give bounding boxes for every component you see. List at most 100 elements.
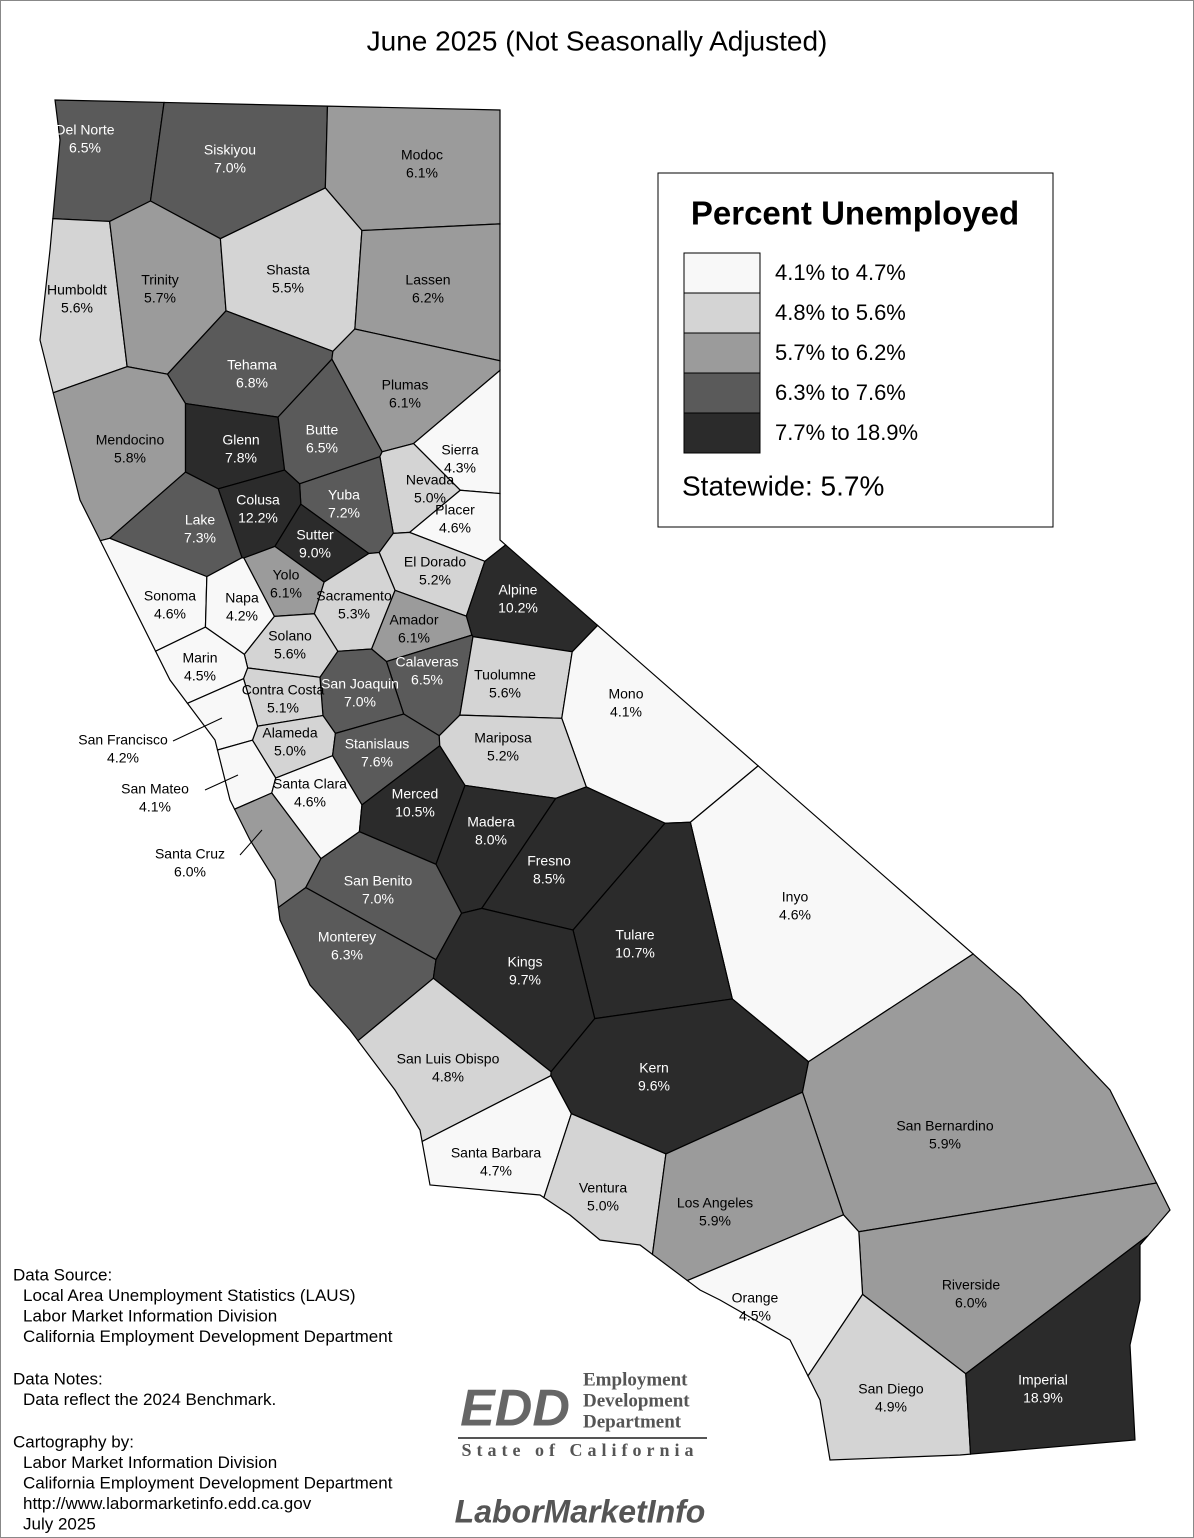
county-name: Tulare	[615, 927, 654, 943]
county-name: Ventura	[579, 1180, 627, 1196]
county-value: 5.9%	[929, 1136, 961, 1152]
county-name: Santa Clara	[273, 776, 347, 792]
county-value: 4.6%	[154, 606, 186, 622]
county-value: 5.2%	[487, 748, 519, 764]
county-name: Alameda	[262, 725, 317, 741]
legend: 4.1% to 4.7% 4.8% to 5.6% 5.7% to 6.2% 6.3%…	[683, 252, 918, 454]
county-name: Glenn	[222, 432, 259, 448]
county-value: 7.3%	[184, 530, 216, 546]
county	[543, 1112, 667, 1256]
county-name: Modoc	[401, 147, 443, 163]
lmi-logo: LaborMarketInfo	[455, 1493, 706, 1529]
legend-swatch	[683, 332, 761, 374]
county	[965, 1235, 1149, 1455]
county-value: 5.6%	[274, 646, 306, 662]
county-name: Contra Costa	[242, 682, 325, 698]
note-line: Labor Market Information Division	[23, 1306, 277, 1325]
county-value: 5.8%	[114, 450, 146, 466]
county-name: Solano	[268, 628, 312, 644]
county-name: San Diego	[858, 1381, 924, 1397]
county-value: 9.7%	[509, 972, 541, 988]
county-value: 8.5%	[533, 871, 565, 887]
county-name: Calaveras	[395, 654, 458, 670]
legend-swatch	[683, 292, 761, 334]
county-value: 5.6%	[61, 300, 93, 316]
county	[807, 1293, 972, 1461]
county-value: 4.5%	[739, 1308, 771, 1324]
leader-line	[172, 717, 223, 742]
county-value: 6.0%	[955, 1295, 987, 1311]
county-value: 6.2%	[412, 290, 444, 306]
county-value: 4.8%	[432, 1069, 464, 1085]
county-value: 9.0%	[299, 545, 331, 561]
county-name: Lake	[185, 512, 216, 528]
county-name: Nevada	[406, 472, 454, 488]
county-name: Alpine	[499, 582, 538, 598]
county-value: 6.8%	[236, 375, 268, 391]
county-name: San Francisco	[78, 732, 168, 748]
note-line: July 2025	[23, 1514, 96, 1533]
county-name: Madera	[467, 814, 515, 830]
legend-swatch	[683, 412, 761, 454]
county-value: 10.7%	[615, 945, 655, 961]
county-value: 5.0%	[414, 490, 446, 506]
map-title: June 2025 (Not Seasonally Adjusted)	[367, 25, 828, 56]
legend-label: 4.1% to 4.7%	[775, 260, 906, 285]
county-name: Siskiyou	[204, 142, 256, 158]
county-name: Inyo	[782, 889, 809, 905]
county-value: 4.1%	[610, 704, 642, 720]
county-value: 5.2%	[419, 572, 451, 588]
county-name: Butte	[306, 422, 339, 438]
county-value: 4.3%	[444, 460, 476, 476]
county-name: Tuolumne	[474, 667, 536, 683]
county-name: Mono	[608, 686, 643, 702]
county-name: Santa Barbara	[451, 1145, 541, 1161]
county-value: 4.1%	[139, 799, 171, 815]
note-line: Labor Market Information Division	[23, 1453, 277, 1472]
county-value: 4.7%	[480, 1163, 512, 1179]
legend-label: 4.8% to 5.6%	[775, 300, 906, 325]
leader-line	[204, 774, 239, 791]
county-value: 4.6%	[439, 520, 471, 536]
legend-swatch	[683, 372, 761, 414]
county-name: Riverside	[942, 1277, 1001, 1293]
note-title: Data Notes:	[13, 1369, 103, 1388]
statewide: Statewide: 5.7%	[682, 470, 884, 501]
edd-line: Department	[583, 1411, 682, 1432]
county-value: 6.1%	[389, 395, 421, 411]
edd-line: Development	[583, 1390, 690, 1411]
county-name: Colusa	[236, 492, 280, 508]
note-title: Cartography by:	[13, 1432, 134, 1451]
county-value: 5.3%	[338, 606, 370, 622]
note-line: Data reflect the 2024 Benchmark.	[23, 1390, 276, 1409]
note-line: http://www.labormarketinfo.edd.ca.gov	[23, 1494, 312, 1513]
county-value: 5.0%	[274, 743, 306, 759]
county-value: 4.6%	[779, 907, 811, 923]
legend-label: 6.3% to 7.6%	[775, 380, 906, 405]
county-name: Placer	[435, 502, 475, 518]
county-value: 6.5%	[411, 672, 443, 688]
county-value: 7.8%	[225, 450, 257, 466]
county-value: 6.3%	[331, 947, 363, 963]
county-value: 7.6%	[361, 754, 393, 770]
county-value: 5.7%	[144, 290, 176, 306]
county-value: 10.2%	[498, 600, 538, 616]
county-name: Stanislaus	[345, 736, 410, 752]
county-name: Merced	[392, 786, 439, 802]
county-name: Fresno	[527, 853, 571, 869]
county-name: Sonoma	[144, 588, 196, 604]
county-name: Mendocino	[96, 432, 165, 448]
county-value: 18.9%	[1023, 1390, 1063, 1406]
county-value: 6.5%	[69, 140, 101, 156]
county-name: Kern	[639, 1060, 669, 1076]
county-name: El Dorado	[404, 554, 466, 570]
county-name: Sacramento	[316, 588, 392, 604]
note-line: California Employment Development Depart…	[23, 1327, 393, 1346]
county-value: 12.2%	[238, 510, 278, 526]
county-name: Tehama	[227, 357, 277, 373]
note-line: California Employment Development Depart…	[23, 1473, 393, 1492]
county-name: Lassen	[405, 272, 450, 288]
county-value: 6.5%	[306, 440, 338, 456]
